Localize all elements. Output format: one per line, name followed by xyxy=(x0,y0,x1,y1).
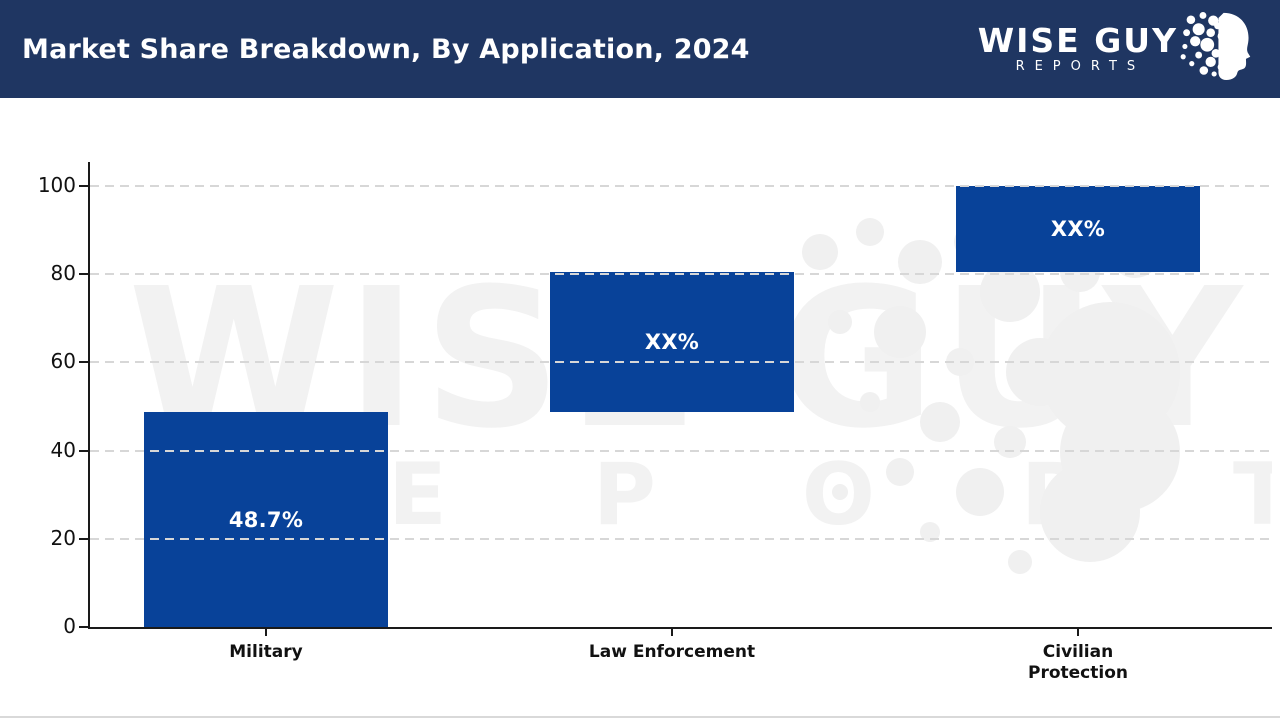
gridline-100 xyxy=(90,185,1272,187)
x-tick-label-law-enforcement: Law Enforcement xyxy=(588,642,756,662)
bar-value-label-military: 48.7% xyxy=(228,507,304,532)
y-tick-mark-80 xyxy=(79,273,88,276)
y-tick-mark-40 xyxy=(79,449,88,452)
bar-civilian-protection: XX% xyxy=(956,186,1200,272)
x-tick-label-military: Military xyxy=(229,642,303,662)
bar-law-enforcement: XX% xyxy=(550,271,794,413)
y-tick-mark-20 xyxy=(79,537,88,540)
y-tick-mark-60 xyxy=(79,361,88,364)
x-tick-label-civilian-protection: Civilian Protection xyxy=(1028,642,1128,684)
wise-guy-reports-logo: WISE GUY REPORTS xyxy=(978,6,1258,92)
logo-text: WISE GUY REPORTS xyxy=(977,20,1178,75)
y-tick-label-60: 60 xyxy=(50,349,76,374)
gridline-20 xyxy=(90,537,1272,540)
y-tick-label-100: 100 xyxy=(37,173,76,197)
y-tick-mark-0 xyxy=(79,626,88,628)
gridline-60 xyxy=(90,361,1272,364)
plot-area: WISE GUY R E P O R T S 48.7%XX%XX%020406… xyxy=(38,162,1272,683)
gridline-80 xyxy=(90,273,1272,276)
bar-value-label-law-enforcement: XX% xyxy=(644,329,700,354)
logo-subtitle: REPORTS xyxy=(1015,59,1146,75)
bar-value-label-civilian-protection: XX% xyxy=(1050,216,1106,241)
y-tick-label-0: 0 xyxy=(63,614,76,638)
logo-face-icon xyxy=(1180,12,1251,80)
x-tick-mark-law-enforcement xyxy=(671,629,673,636)
y-tick-label-20: 20 xyxy=(50,525,76,550)
bar-military: 48.7% xyxy=(144,412,388,627)
x-tick-mark-military xyxy=(265,629,267,636)
y-tick-mark-100 xyxy=(79,185,88,187)
logo-wordmark: WISE GUY xyxy=(977,20,1178,60)
y-tick-label-40: 40 xyxy=(50,437,76,462)
y-tick-label-80: 80 xyxy=(50,261,76,286)
header: Market Share Breakdown, By Application, … xyxy=(0,0,1280,98)
gridline-40 xyxy=(90,449,1272,452)
bottom-divider xyxy=(0,716,1280,718)
x-tick-mark-civilian-protection xyxy=(1077,629,1079,636)
chart-title: Market Share Breakdown, By Application, … xyxy=(22,33,750,65)
